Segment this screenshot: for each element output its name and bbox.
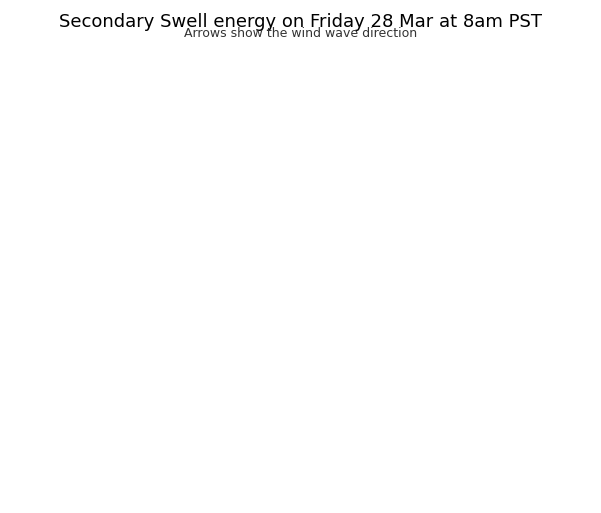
Text: Arrows show the wind wave direction: Arrows show the wind wave direction [184,27,417,40]
Text: Secondary Swell energy on Friday 28 Mar at 8am PST: Secondary Swell energy on Friday 28 Mar … [59,13,542,31]
